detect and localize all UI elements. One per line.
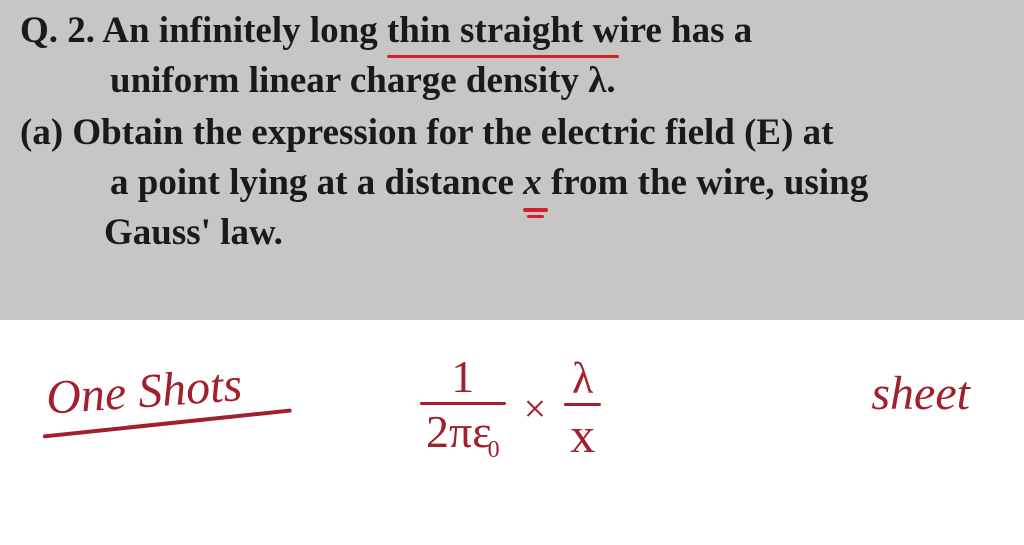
part-a-line2: a point lying at a distance x from the w… bbox=[110, 158, 1004, 208]
part-a-line2-pre: a point lying at a distan bbox=[110, 162, 481, 203]
part-a-block: (a) Obtain the expression for the electr… bbox=[20, 108, 1004, 258]
fraction-1: 1 2πε0 bbox=[420, 354, 506, 462]
part-a-line3: Gauss' law. bbox=[104, 208, 1004, 258]
frac1-denominator: 2πε0 bbox=[420, 405, 506, 462]
part-a-line2-mid: ce bbox=[481, 162, 523, 203]
red-underline-phrase: thin straight w bbox=[387, 6, 619, 56]
frac2-numerator-lambda: λ bbox=[566, 357, 599, 403]
part-a-line1: Obtain the expression for the electric f… bbox=[63, 112, 833, 153]
handwritten-one-shots: One Shots bbox=[44, 357, 243, 426]
fraction-2: λ x bbox=[564, 357, 601, 460]
frac1-numerator: 1 bbox=[445, 354, 480, 402]
part-a-label: (a) bbox=[20, 112, 63, 153]
q-line2: uniform linear charge density λ. bbox=[110, 56, 1004, 106]
one-shots-text: One Shots bbox=[44, 358, 243, 425]
handwritten-area: One Shots 1 2πε0 × λ x sheet bbox=[0, 320, 1024, 545]
variable-x-underlined: x bbox=[523, 158, 542, 208]
question-text: Q. 2. An infinitely long thin straight w… bbox=[20, 6, 1004, 258]
q-line1-pre: An infinitely long bbox=[95, 10, 387, 51]
frac2-denominator-x: x bbox=[564, 406, 601, 460]
times-symbol: × bbox=[520, 385, 551, 432]
part-a-line2-post: from the wire, using bbox=[542, 162, 868, 203]
printed-question-block: Q. 2. An infinitely long thin straight w… bbox=[0, 0, 1024, 320]
frac1-den-2pi: 2π bbox=[426, 406, 472, 457]
handwritten-formula: 1 2πε0 × λ x bbox=[420, 354, 601, 462]
question-number: Q. 2. bbox=[20, 10, 95, 51]
q-line1-post: ire has a bbox=[619, 10, 752, 51]
handwritten-sheet: sheet bbox=[871, 366, 970, 421]
frac1-den-sub0: 0 bbox=[488, 437, 500, 463]
